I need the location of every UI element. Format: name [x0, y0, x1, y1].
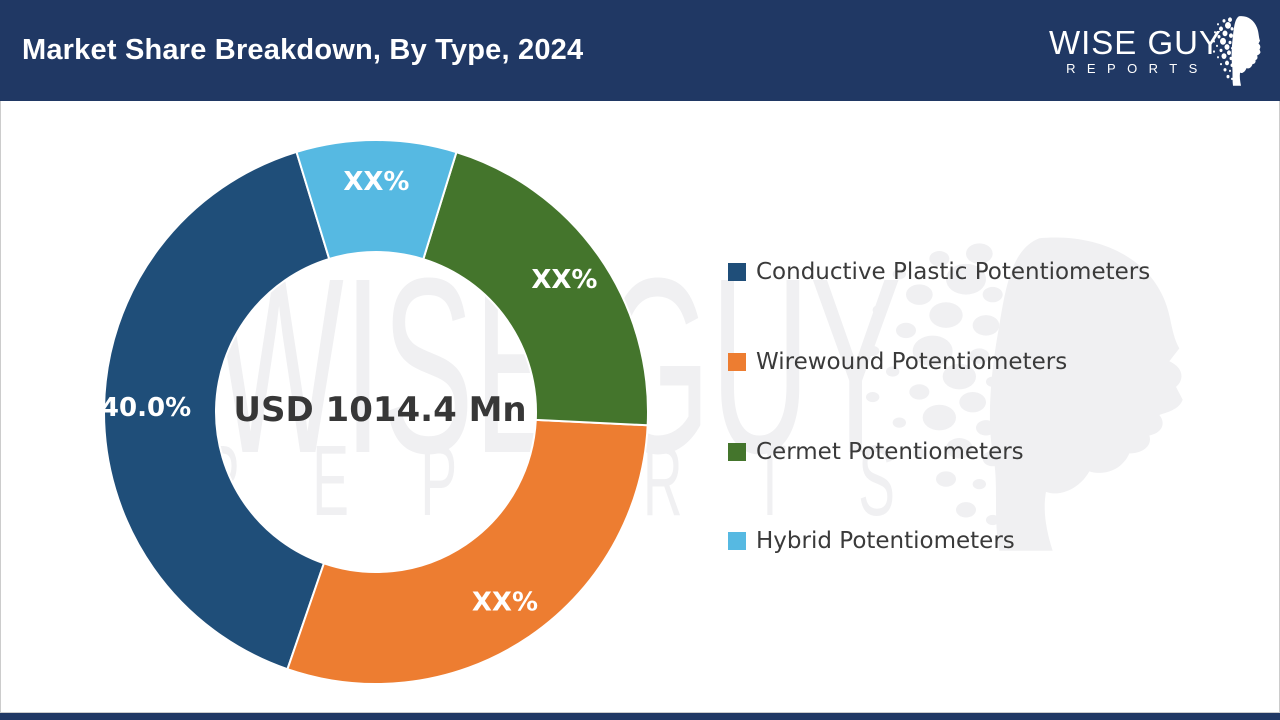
logo-subtext: REPORTS [1066, 61, 1209, 76]
legend-item: Wirewound Potentiometers [728, 348, 1067, 376]
chart-area: WISE GUY REPORTS 40.0%XX%XX%XX% USD 1014… [0, 101, 1280, 713]
legend-item: Hybrid Potentiometers [728, 527, 1015, 555]
donut-segment-3 [422, 151, 649, 427]
legend-swatch-icon [728, 263, 746, 281]
legend-label: Hybrid Potentiometers [756, 528, 1015, 554]
segment-value-label: XX% [343, 167, 409, 197]
donut-segment-4 [295, 139, 458, 261]
legend-label: Wirewound Potentiometers [756, 349, 1068, 375]
brand-logo: WISE GUY REPORTS [1049, 14, 1270, 88]
segment-value-label: 40.0% [101, 393, 191, 423]
segment-value-label: XX% [472, 587, 538, 617]
donut-segment-1 [103, 150, 331, 671]
legend-swatch-icon [728, 443, 746, 461]
page-title: Market Share Breakdown, By Type, 2024 [22, 34, 584, 66]
chart-center-value: USD 1014.4 Mn [233, 390, 527, 430]
legend-swatch-icon [728, 532, 746, 550]
donut-chart: 40.0% XX% XX% XX% [101, 139, 649, 685]
legend-item: Cermet Potentiometers [728, 438, 1024, 466]
legend-item: Conductive Plastic Potentiometers [728, 258, 1150, 286]
legend-label: Conductive Plastic Potentiometers [756, 259, 1151, 285]
header-bar: Market Share Breakdown, By Type, 2024 WI… [0, 0, 1280, 101]
donut-segment-2 [286, 418, 649, 685]
logo-face-icon [1213, 15, 1261, 86]
legend-label: Cermet Potentiometers [756, 439, 1024, 465]
bottom-accent-bar [0, 713, 1280, 720]
logo-wordmark: WISE GUY [1048, 24, 1222, 61]
chart-legend: Conductive Plastic Potentiometers Wirewou… [1, 101, 1279, 712]
segment-value-label: XX% [531, 265, 597, 295]
legend-swatch-icon [728, 353, 746, 371]
